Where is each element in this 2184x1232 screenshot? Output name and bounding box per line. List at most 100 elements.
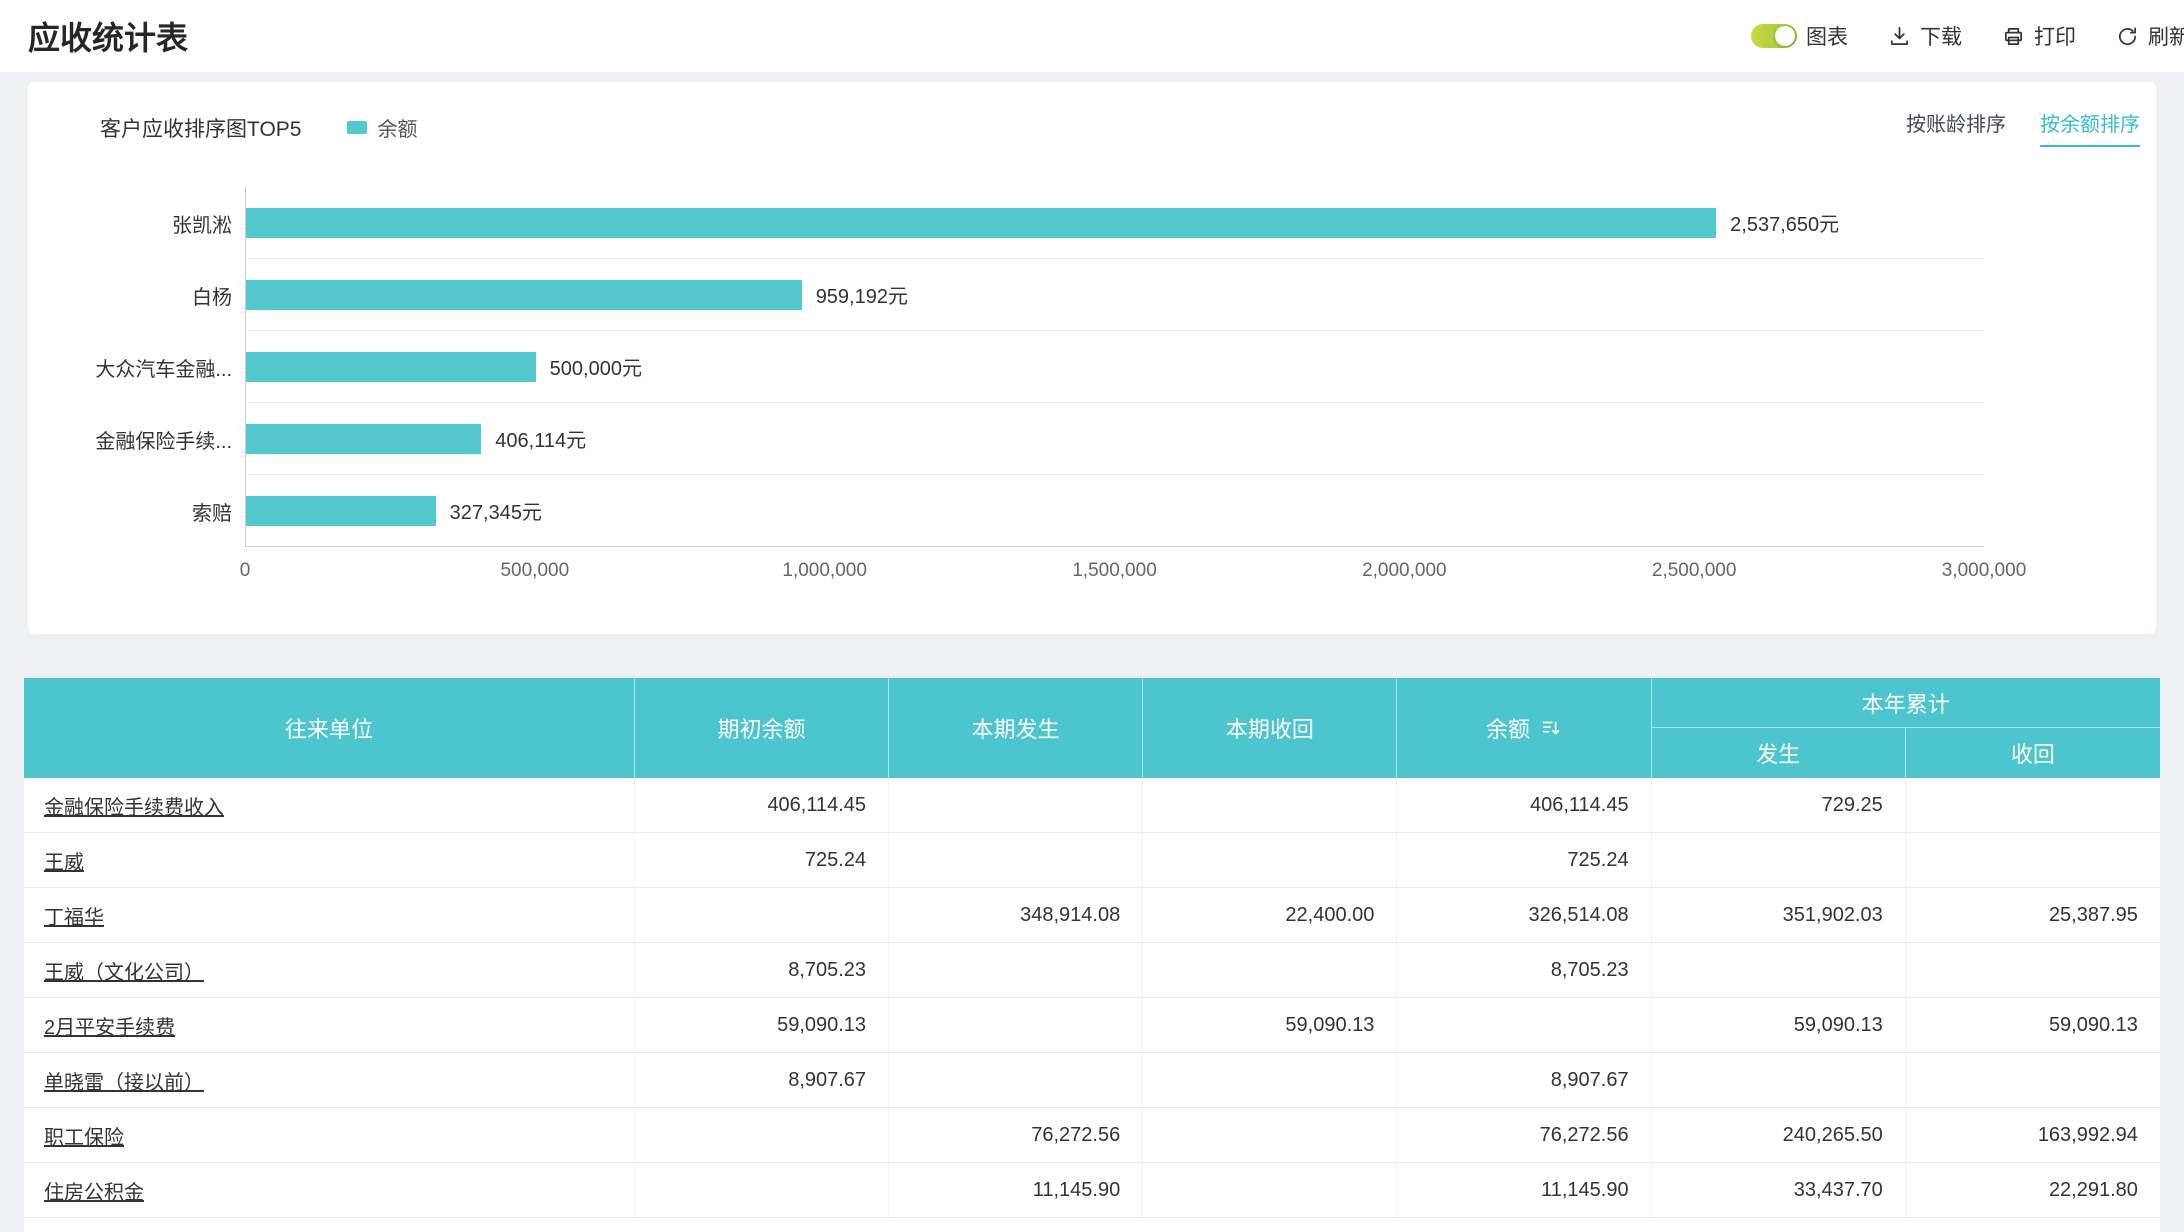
sort-tab-by-balance[interactable]: 按余额排序 — [2040, 108, 2140, 147]
toggle-knob — [1775, 26, 1795, 46]
amount-cell: 351,902.03 — [1652, 888, 1906, 942]
amount-cell: 725.24 — [1397, 833, 1652, 887]
page-title: 应收统计表 — [28, 20, 189, 56]
counterparty-cell: 住房公积金 — [24, 1163, 635, 1217]
table-body: 金融保险手续费收入 406,114.45 406,114.45 729.25 王威 725… — [24, 778, 2160, 1218]
amount-cell: 25,387.95 — [2048, 903, 2138, 926]
amount-cell: 59,090.13 — [1652, 998, 1906, 1052]
col-header-counterparty[interactable]: 往来单位 — [24, 678, 635, 778]
amount-cell: 729.25 — [1652, 778, 1906, 832]
balance-header-label: 余额 — [1485, 717, 1530, 742]
amount-cell: 8,705.23 — [1397, 943, 1652, 997]
print-label: 打印 — [2034, 26, 2076, 49]
col-group-year-total: 本年累计 发生 收回 — [1651, 678, 2160, 778]
counterparty-cell: 王威 — [24, 833, 635, 887]
x-axis-tick: 1,500,000 — [1072, 560, 1157, 581]
amount-cell — [1143, 1108, 1398, 1162]
refresh-button[interactable]: 刷新 — [2116, 21, 2184, 51]
download-icon — [1890, 26, 1909, 45]
counterparty-link[interactable]: 住房公积金 — [44, 1181, 144, 1204]
counterparty-cell: 2月平安手续费 — [24, 998, 635, 1052]
download-label: 下载 — [1920, 26, 1962, 49]
amount-cell: 406,114.45 — [1397, 778, 1652, 832]
amount-cell: 240,265.50 — [1652, 1108, 1906, 1162]
amount-cell — [889, 833, 1144, 887]
chart-toggle-control[interactable]: 图表 — [1751, 21, 1848, 51]
bar-value-label: 406,114元 — [495, 430, 587, 452]
amount-cell: 8,907.67 — [1397, 1053, 1652, 1107]
amount-cell — [1143, 778, 1398, 832]
amount-cell — [1906, 833, 2160, 887]
bar-chart: 张凯淞 2,537,650元 白杨 959,192元 大众汽车金融... 500,000元… — [28, 187, 2156, 593]
bar-value-label: 327,345元 — [449, 502, 542, 524]
col-header-current-occurred[interactable]: 本期发生 — [889, 678, 1144, 778]
bar-value-label: 959,192元 — [815, 286, 908, 308]
amount-cell — [1143, 833, 1398, 887]
bar[interactable] — [246, 279, 802, 310]
table-row: 丁福华 348,914.08 22,400.00 326,514.08 351,902.… — [24, 888, 2160, 943]
amount-cell — [1397, 998, 1652, 1052]
table-row: 金融保险手续费收入 406,114.45 406,114.45 729.25 — [24, 778, 2160, 833]
counterparty-link[interactable]: 丁福华 — [44, 906, 104, 929]
counterparty-link[interactable]: 2月平安手续费 — [44, 1016, 176, 1039]
counterparty-cell: 职工保险 — [24, 1108, 635, 1162]
x-axis-tick: 2,500,000 — [1651, 560, 1737, 581]
amount-cell — [889, 998, 1144, 1052]
amount-cell: 22,400.00 — [1143, 888, 1398, 942]
table-row: 职工保险 76,272.56 76,272.56 240,265.50 163,992.… — [24, 1108, 2160, 1163]
chart-toggle-label: 图表 — [1806, 26, 1848, 49]
amount-cell: 59,090.13 — [1143, 998, 1398, 1052]
counterparty-link[interactable]: 金融保险手续费收入 — [44, 796, 224, 819]
print-button[interactable]: 打印 — [2002, 21, 2076, 51]
counterparty-link[interactable]: 王威（文化公司） — [44, 961, 204, 984]
counterparty-link[interactable]: 职工保险 — [44, 1126, 124, 1149]
counterparty-cell: 单晓雷（接以前） — [24, 1053, 635, 1107]
col-header-balance[interactable]: 余额 — [1397, 678, 1652, 778]
amount-cell: 33,437.70 — [1652, 1163, 1906, 1217]
legend-label: 余额 — [377, 119, 418, 141]
year-total-subheaders: 发生 收回 — [1652, 728, 2160, 778]
counterparty-link[interactable]: 单晓雷（接以前） — [44, 1071, 204, 1094]
amount-cell: 348,914.08 — [889, 888, 1144, 942]
chart-card: 客户应收排序图TOP5 余额 按账龄排序 按余额排序 张凯淞 2,537,650元… — [28, 82, 2156, 634]
bar-value-label: 500,000元 — [549, 358, 642, 380]
amount-cell — [635, 1108, 890, 1162]
amount-cell — [1143, 943, 1398, 997]
amount-cell: 326,514.08 — [1397, 888, 1652, 942]
amount-cell — [635, 888, 890, 942]
receivables-table: 往来单位 期初余额 本期发生 本期收回 余额 本年累计 发生 收回 金融保险手续… — [24, 678, 2160, 1232]
amount-cell — [889, 1053, 1144, 1107]
chart-view-toggle[interactable] — [1751, 24, 1797, 48]
download-button[interactable]: 下载 — [1888, 21, 1962, 51]
bar[interactable] — [246, 495, 436, 526]
sort-tab-by-aging[interactable]: 按账龄排序 — [1906, 114, 2006, 136]
topbar-controls: 图表 下载 打印 刷新 — [1751, 0, 2184, 72]
chart-sort-tabs: 按账龄排序 按余额排序 — [1906, 108, 2140, 147]
amount-cell: 163,992.94 — [2037, 1123, 2138, 1146]
counterparty-cell: 王威（文化公司） — [24, 943, 635, 997]
bar[interactable] — [246, 351, 536, 382]
table-header: 往来单位 期初余额 本期发生 本期收回 余额 本年累计 发生 收回 — [24, 678, 2160, 778]
col-header-opening-balance[interactable]: 期初余额 — [635, 678, 890, 778]
amount-cell — [1906, 943, 2160, 997]
amount-cell — [1906, 778, 2160, 832]
x-axis-tick: 500,000 — [500, 560, 570, 581]
amount-cell — [889, 778, 1144, 832]
amount-cell: 8,907.67 — [635, 1053, 890, 1107]
bar[interactable] — [246, 423, 482, 454]
amount-cell: 59,090.13 — [635, 998, 890, 1052]
col-header-current-recovered[interactable]: 本期收回 — [1143, 678, 1398, 778]
bar-track: 406,114元 — [245, 403, 1984, 475]
amount-cell: 8,705.23 — [635, 943, 890, 997]
bar[interactable] — [246, 207, 1717, 238]
table-row: 2月平安手续费 59,090.13 59,090.13 59,090.13 59,090… — [24, 998, 2160, 1053]
bar-category-label: 索赔 — [192, 502, 232, 525]
refresh-label: 刷新 — [2148, 26, 2184, 49]
counterparty-link[interactable]: 王威 — [44, 851, 84, 874]
bar-category-label: 大众汽车金融... — [95, 358, 232, 381]
table-row: 单晓雷（接以前） 8,907.67 8,907.67 — [24, 1053, 2160, 1108]
sort-descending-icon[interactable] — [1540, 717, 1562, 739]
x-axis-tick: 0 — [239, 560, 251, 581]
col-header-year-recovered[interactable]: 收回 — [2010, 742, 2055, 767]
col-header-year-occurred[interactable]: 发生 — [1652, 728, 1906, 778]
